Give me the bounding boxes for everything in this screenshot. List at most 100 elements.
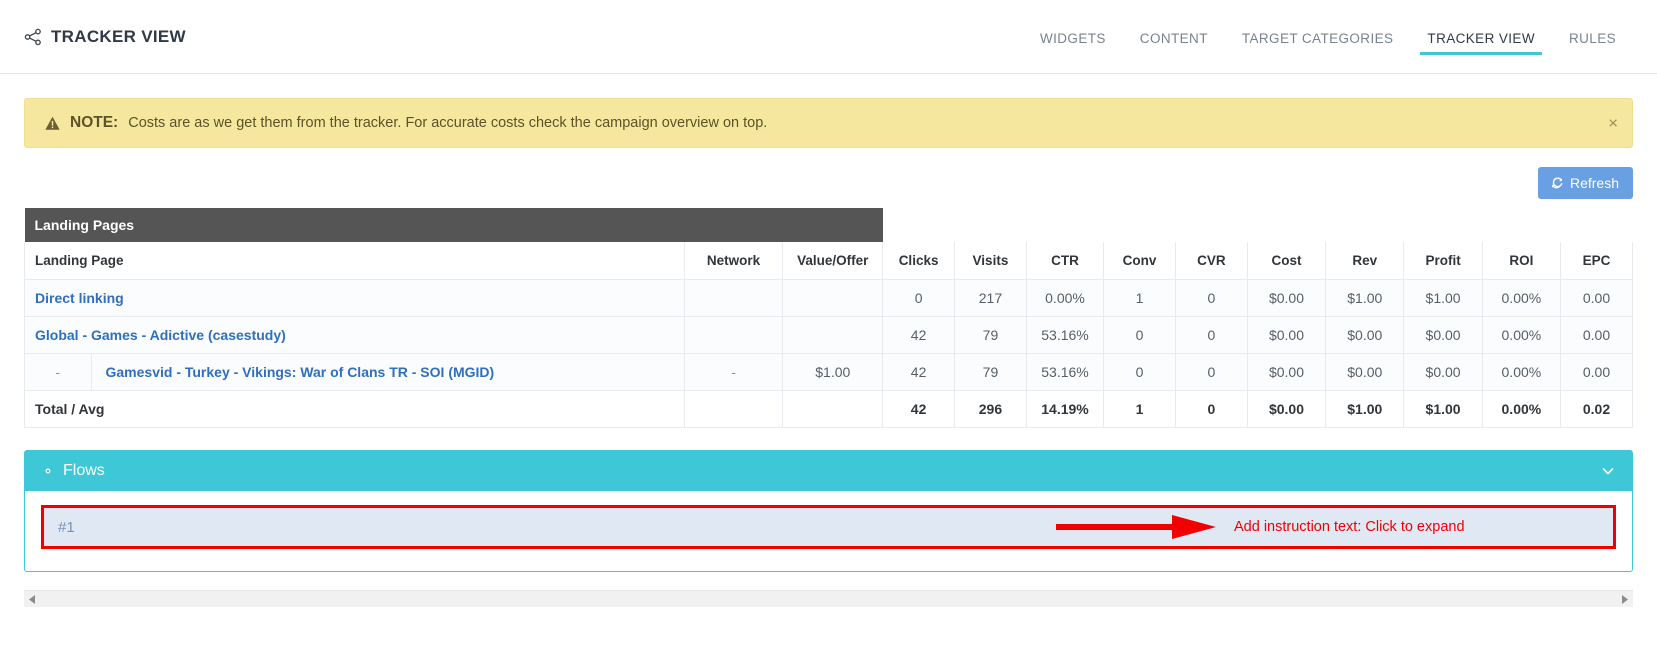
annotation-text: Add instruction text: Click to expand	[1234, 519, 1465, 535]
row-ctr: 53.16%	[1025, 353, 1105, 391]
row-cvr: 0	[1174, 353, 1248, 391]
flows-panel-title: Flows	[63, 462, 105, 479]
refresh-icon	[1550, 176, 1564, 190]
row-cost: $0.00	[1246, 279, 1327, 317]
column-header-rev[interactable]: Rev	[1325, 242, 1405, 280]
warning-triangle-icon	[45, 116, 60, 131]
table-row[interactable]: Direct linking 0 217 0.00% 1 0 $0.00 $1.…	[24, 279, 1633, 317]
row-profit: $0.00	[1403, 316, 1483, 354]
total-conv: 1	[1103, 390, 1176, 428]
row-network	[683, 316, 784, 354]
close-icon[interactable]: ×	[1608, 113, 1618, 133]
note-label: NOTE:	[70, 114, 119, 131]
row-cost: $0.00	[1246, 316, 1327, 354]
row-rev: $0.00	[1325, 316, 1405, 354]
row-value-offer: $1.00	[782, 353, 884, 391]
row-ctr: 53.16%	[1025, 316, 1105, 354]
table-section-header: Landing Pages	[24, 208, 1633, 242]
row-network	[683, 279, 784, 317]
row-roi: 0.00%	[1481, 353, 1562, 391]
chevron-down-icon[interactable]	[1600, 463, 1616, 479]
total-profit: $1.00	[1403, 390, 1483, 428]
top-bar: TRACKER VIEW WIDGETS CONTENT TARGET CATE…	[0, 0, 1657, 74]
share-icon	[24, 28, 42, 46]
refresh-button[interactable]: Refresh	[1537, 167, 1633, 199]
column-header-visits[interactable]: Visits	[954, 242, 1027, 280]
row-cvr: 0	[1174, 316, 1248, 354]
row-epc: 0.00	[1560, 316, 1633, 354]
row-rev: $0.00	[1325, 353, 1405, 391]
row-ctr: 0.00%	[1025, 279, 1105, 317]
row-epc: 0.00	[1560, 279, 1633, 317]
row-epc: 0.00	[1560, 353, 1633, 391]
column-header-profit[interactable]: Profit	[1403, 242, 1483, 280]
table-row[interactable]: Global - Games - Adictive (casestudy) 42…	[24, 316, 1633, 354]
row-cost: $0.00	[1246, 353, 1327, 391]
row-landing-page-name[interactable]: Global - Games - Adictive (casestudy)	[24, 316, 685, 354]
note-banner: NOTE: Costs are as we get them from the …	[24, 98, 1633, 148]
toolbar: Refresh	[24, 167, 1633, 199]
total-epc: 0.02	[1560, 390, 1633, 428]
column-header-epc[interactable]: EPC	[1560, 242, 1633, 280]
row-roi: 0.00%	[1481, 316, 1562, 354]
flows-panel: Flows #1 Add instruction text:	[24, 450, 1633, 572]
flow-item-1[interactable]: #1 Add instruction text: Click to expand	[41, 505, 1616, 549]
refresh-button-label: Refresh	[1569, 175, 1619, 191]
row-clicks: 42	[882, 353, 956, 391]
tab-tracker-view[interactable]: TRACKER VIEW	[1410, 0, 1552, 74]
total-rev: $1.00	[1325, 390, 1405, 428]
flows-panel-body: #1 Add instruction text: Click to expand	[25, 491, 1632, 571]
horizontal-scrollbar[interactable]	[24, 590, 1633, 607]
column-header-conv[interactable]: Conv	[1103, 242, 1176, 280]
column-header-network[interactable]: Network	[683, 242, 784, 280]
total-cost: $0.00	[1246, 390, 1327, 428]
row-clicks: 42	[882, 316, 956, 354]
row-network: -	[683, 353, 784, 391]
arrow-right-icon	[1056, 514, 1216, 540]
column-header-landing-page[interactable]: Landing Page	[24, 242, 685, 280]
landing-pages-table-wrapper: Landing Pages Landing Page Network Value…	[24, 208, 1633, 428]
row-conv: 0	[1103, 353, 1176, 391]
row-profit: $0.00	[1403, 353, 1483, 391]
column-header-value-offer[interactable]: Value/Offer	[782, 242, 884, 280]
tab-rules[interactable]: RULES	[1568, 31, 1616, 46]
table-section-title: Landing Pages	[24, 208, 883, 242]
table-section-spacer	[882, 208, 1633, 242]
note-text: Costs are as we get them from the tracke…	[128, 115, 768, 131]
row-indent-marker: -	[24, 353, 92, 391]
row-value-offer	[782, 316, 884, 354]
main-navigation: WIDGETS CONTENT TARGET CATEGORIES TRACKE…	[1023, 0, 1633, 74]
row-conv: 1	[1103, 279, 1176, 317]
row-visits: 79	[954, 316, 1027, 354]
caret-left-icon[interactable]	[24, 591, 41, 608]
row-cvr: 0	[1174, 279, 1248, 317]
column-header-roi[interactable]: ROI	[1481, 242, 1562, 280]
row-conv: 0	[1103, 316, 1176, 354]
flows-header-left: Flows	[41, 462, 105, 480]
tab-content[interactable]: CONTENT	[1139, 31, 1208, 46]
row-clicks: 0	[882, 279, 956, 317]
tab-widgets[interactable]: WIDGETS	[1039, 31, 1106, 46]
column-header-ctr[interactable]: CTR	[1025, 242, 1105, 280]
caret-right-icon[interactable]	[1616, 591, 1633, 608]
flows-panel-header[interactable]: Flows	[25, 451, 1632, 491]
landing-pages-table: Landing Pages Landing Page Network Value…	[24, 208, 1633, 428]
row-landing-page-name[interactable]: Direct linking	[24, 279, 685, 317]
row-value-offer	[782, 279, 884, 317]
column-header-cost[interactable]: Cost	[1246, 242, 1327, 280]
total-clicks: 42	[882, 390, 956, 428]
table-total-row: Total / Avg 42 296 14.19% 1 0 $0.00 $1.0…	[24, 390, 1633, 428]
page-title: TRACKER VIEW	[51, 26, 186, 46]
total-network	[683, 390, 784, 428]
column-header-cvr[interactable]: CVR	[1174, 242, 1248, 280]
total-roi: 0.00%	[1481, 390, 1562, 428]
row-landing-page-name[interactable]: Gamesvid - Turkey - Vikings: War of Clan…	[90, 353, 685, 391]
table-row[interactable]: - Gamesvid - Turkey - Vikings: War of Cl…	[24, 353, 1633, 391]
page-header: TRACKER VIEW	[24, 27, 186, 47]
tab-target-categories[interactable]: TARGET CATEGORIES	[1241, 31, 1394, 46]
total-label: Total / Avg	[24, 390, 685, 428]
table-body: Direct linking 0 217 0.00% 1 0 $0.00 $1.…	[24, 279, 1633, 428]
row-visits: 79	[954, 353, 1027, 391]
column-header-clicks[interactable]: Clicks	[882, 242, 956, 280]
